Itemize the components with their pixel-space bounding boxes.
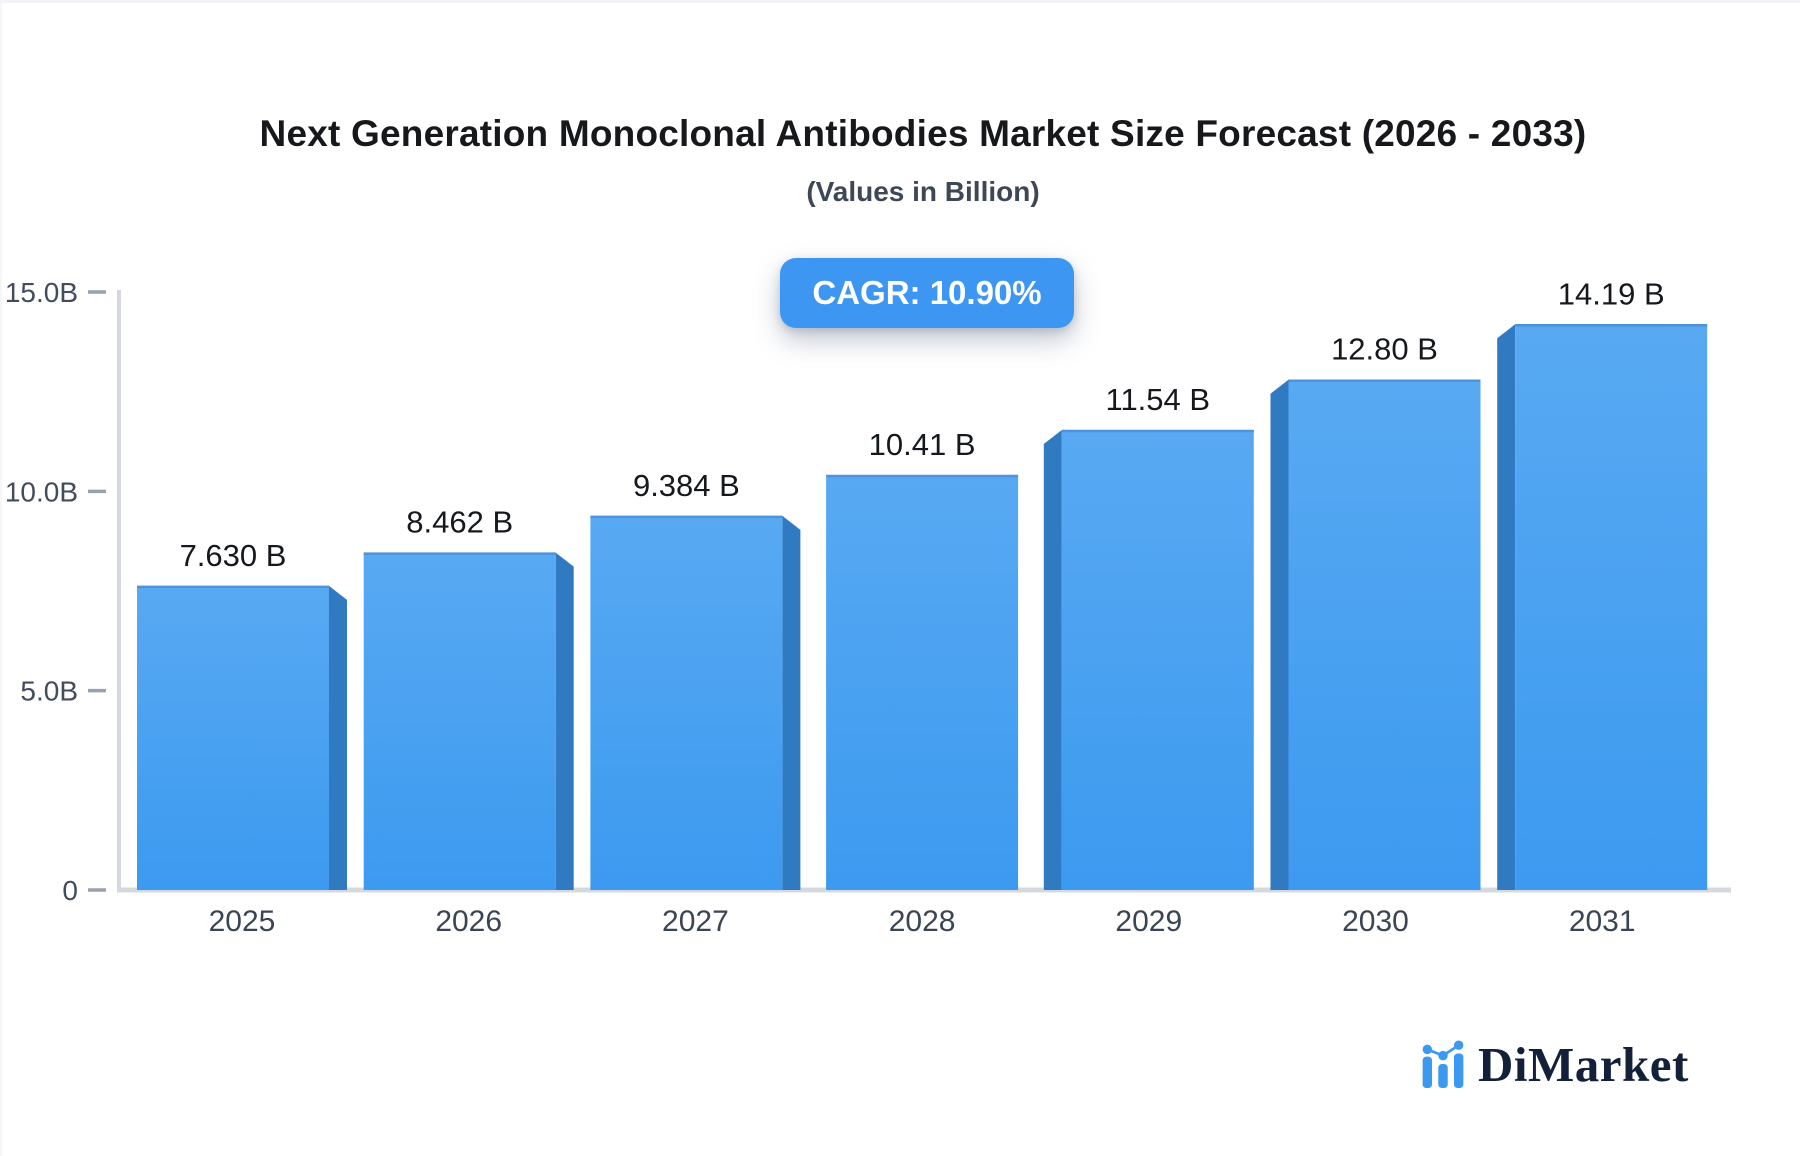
- x-tick-label: 2025: [209, 905, 276, 938]
- x-tick-label: 2027: [662, 905, 729, 938]
- page-title: Next Generation Monoclonal Antibodies Ma…: [259, 113, 1587, 154]
- x-tick-label: 2031: [1569, 905, 1636, 938]
- bar-2029: [1061, 429, 1254, 890]
- bar-2027: [590, 515, 783, 890]
- cagr-badge-label: CAGR: 10.90%: [812, 274, 1042, 311]
- bar-side-2027: [782, 515, 801, 890]
- bar-side-2029: [1043, 429, 1062, 890]
- bar-value-label: 9.384 B: [633, 468, 740, 503]
- bar-side-2025: [329, 585, 347, 890]
- x-tick-label: 2026: [435, 905, 502, 938]
- bar-value-label: 10.41 B: [869, 427, 976, 462]
- bar-value-label: 12.80 B: [1331, 332, 1438, 367]
- y-tick-label: 5.0B: [20, 676, 78, 707]
- y-tick-label: 10.0B: [5, 476, 78, 507]
- bar-value-label: 8.462 B: [406, 505, 513, 540]
- bar-chart: 15.0B 10.0B 5.0B 0 7.630 B 2025 8.462 B 2026 9.3…: [5, 276, 1731, 938]
- bar-value-label: 11.54 B: [1106, 382, 1211, 417]
- bar-side-2031: [1497, 324, 1516, 890]
- bar-value-label: 14.19 B: [1558, 276, 1665, 311]
- bar-side-2030: [1270, 379, 1289, 890]
- chart-subtitle: (Values in Billion): [806, 176, 1040, 207]
- bar-2030: [1288, 379, 1481, 890]
- bar-side-2026: [555, 552, 574, 890]
- dimarket-logo: DiMarket: [1420, 1039, 1689, 1089]
- x-tick-label: 2028: [889, 905, 956, 938]
- y-tick-label: 0: [62, 875, 78, 906]
- x-tick-label: 2030: [1342, 905, 1409, 938]
- bar-chart-with-trendline-icon: [1422, 1040, 1464, 1089]
- logo-text: DiMarket: [1478, 1037, 1689, 1092]
- bar-2026: [363, 552, 556, 890]
- bar-2031: [1515, 324, 1708, 890]
- bar-2028: [826, 474, 1019, 890]
- cagr-badge: CAGR: 10.90%: [780, 258, 1074, 328]
- bar-2025: [137, 585, 329, 890]
- bar-value-label: 7.630 B: [180, 538, 287, 573]
- y-tick-label: 15.0B: [5, 277, 78, 308]
- x-tick-label: 2029: [1115, 905, 1182, 938]
